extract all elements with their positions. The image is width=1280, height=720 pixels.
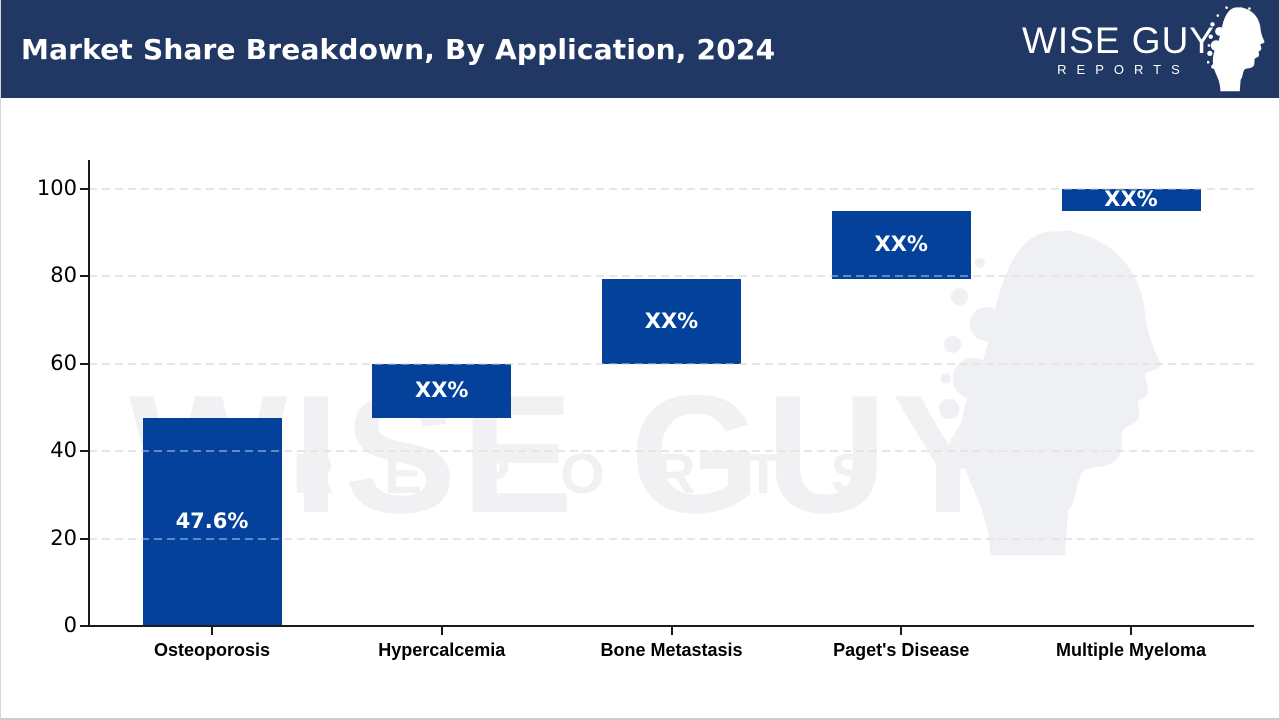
dotted-head-icon <box>1207 6 1265 92</box>
y-tick-label: 0 <box>63 613 77 637</box>
x-category-label: Paget's Disease <box>833 640 970 660</box>
logo-text: WISE GUY REPORTS <box>1022 22 1215 77</box>
logo-subtitle: REPORTS <box>1057 61 1190 77</box>
watermark-subtitle: REPORTS <box>293 442 919 506</box>
x-axis-tick <box>1130 627 1132 635</box>
bar-value-label: XX% <box>1104 187 1158 212</box>
x-axis-tick <box>670 627 673 635</box>
watermark-head-icon <box>939 230 1161 556</box>
gridline <box>89 537 1254 540</box>
wise-guy-logo: WISE GUY REPORTS <box>1022 5 1269 93</box>
chart-area: WISE GUY REPORTS 0 20 40 60 80 100 47.6% Osteop… <box>1 98 1279 718</box>
y-axis-tick <box>80 625 89 627</box>
y-tick-label: 100 <box>36 176 77 200</box>
gridline <box>89 450 1254 453</box>
header-banner: Market Share Breakdown, By Application, … <box>1 0 1279 98</box>
x-category-label: Multiple Myeloma <box>1055 640 1207 660</box>
bar-osteoporosis: 47.6% <box>142 417 282 626</box>
x-category-label: Bone Metastasis <box>600 640 743 660</box>
gridline <box>89 362 1254 365</box>
x-axis-tick <box>440 627 443 635</box>
bar-value-label: XX% <box>415 378 469 403</box>
x-axis-line <box>88 625 1254 627</box>
gridline <box>89 188 1254 190</box>
y-axis-tick <box>80 537 89 540</box>
y-axis-tick <box>80 450 89 453</box>
bar-value-label: XX% <box>874 232 928 257</box>
bar-value-label: 47.6% <box>175 509 249 534</box>
y-tick-label: 40 <box>50 438 77 463</box>
logo-wordmark: WISE GUY <box>1021 19 1215 61</box>
bar-hypercalcemia: XX% <box>372 363 512 418</box>
y-tick-label: 80 <box>50 263 77 288</box>
y-axis-line <box>88 160 90 627</box>
bar-value-label: XX% <box>644 308 699 333</box>
bar-paget-s-disease: XX% <box>831 210 971 279</box>
x-category-label: Osteoporosis <box>153 640 271 660</box>
x-axis-tick <box>900 627 903 635</box>
x-category-label: Hypercalcemia <box>378 640 506 660</box>
y-tick-label: 60 <box>50 350 77 375</box>
y-axis-tick <box>80 188 89 190</box>
gridline <box>89 275 1254 278</box>
bar-multiple-myeloma: XX% <box>1061 187 1201 212</box>
bar-bone-metastasis: XX% <box>602 278 741 364</box>
y-tick-label: 20 <box>50 525 77 550</box>
y-axis-tick <box>80 275 89 278</box>
chart-title: Market Share Breakdown, By Application, … <box>21 32 776 66</box>
y-axis-tick <box>80 362 89 365</box>
x-axis-tick <box>211 627 213 635</box>
